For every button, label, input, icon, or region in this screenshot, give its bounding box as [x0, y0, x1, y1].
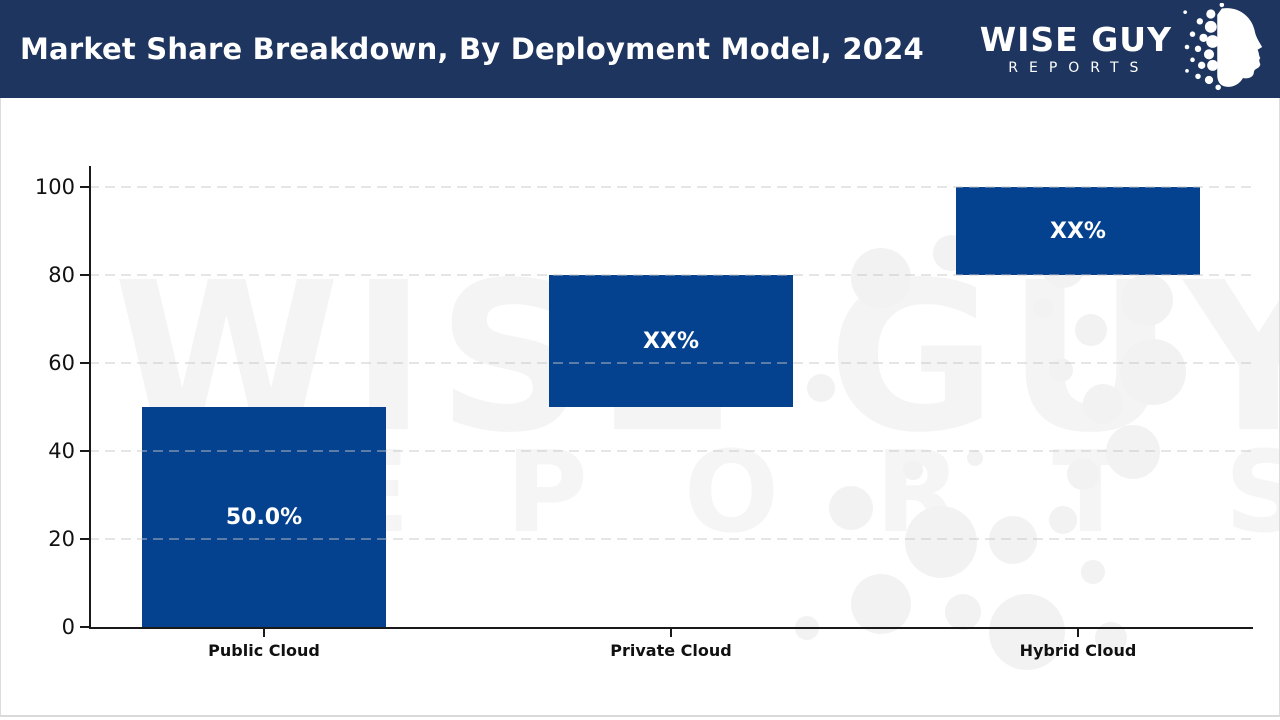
gridline — [89, 362, 1253, 364]
x-tick — [263, 629, 265, 637]
gridline — [89, 450, 1253, 452]
bar: XX% — [955, 187, 1200, 275]
brand-logo: WISE GUY REPORTS — [980, 2, 1266, 95]
x-tick-label: Hybrid Cloud — [1019, 641, 1137, 660]
bar-value-label: XX% — [1050, 218, 1106, 244]
logo-wordmark: WISE GUY — [979, 20, 1172, 59]
x-tick — [670, 629, 672, 637]
x-tick — [1076, 629, 1079, 637]
bar: XX% — [549, 275, 793, 407]
bar-value-label: XX% — [643, 328, 699, 354]
y-tick-label: 100 — [34, 175, 75, 199]
chart-canvas: WISE GUY REPORTS 50.0%Public CloudXX%Pri… — [0, 98, 1280, 717]
y-tick-label: 20 — [48, 527, 75, 551]
y-tick — [80, 450, 89, 452]
gridline — [89, 538, 1253, 540]
x-tick-label: Public Cloud — [208, 641, 320, 660]
gridline — [89, 186, 1253, 188]
y-tick — [80, 186, 89, 188]
y-tick — [80, 274, 89, 276]
bar: 50.0% — [142, 407, 386, 627]
logo-wordmark-block: WISE GUY REPORTS — [980, 23, 1172, 75]
bar-value-label: 50.0% — [225, 504, 303, 530]
logo-face-icon — [1174, 2, 1266, 95]
y-tick-label: 60 — [48, 351, 75, 375]
y-tick — [80, 538, 89, 540]
logo-reports-label: REPORTS — [1008, 60, 1150, 76]
page-title: Market Share Breakdown, By Deployment Mo… — [20, 32, 924, 66]
y-tick-label: 40 — [48, 439, 75, 463]
gridline — [89, 274, 1253, 276]
y-axis-spine — [89, 166, 91, 629]
x-axis-spine — [89, 627, 1253, 629]
y-tick-label: 80 — [48, 263, 75, 287]
y-tick — [80, 362, 89, 364]
y-tick — [80, 626, 89, 628]
x-tick-label: Private Cloud — [610, 641, 732, 660]
y-tick-label: 0 — [61, 615, 75, 639]
header-bar: Market Share Breakdown, By Deployment Mo… — [0, 0, 1280, 98]
